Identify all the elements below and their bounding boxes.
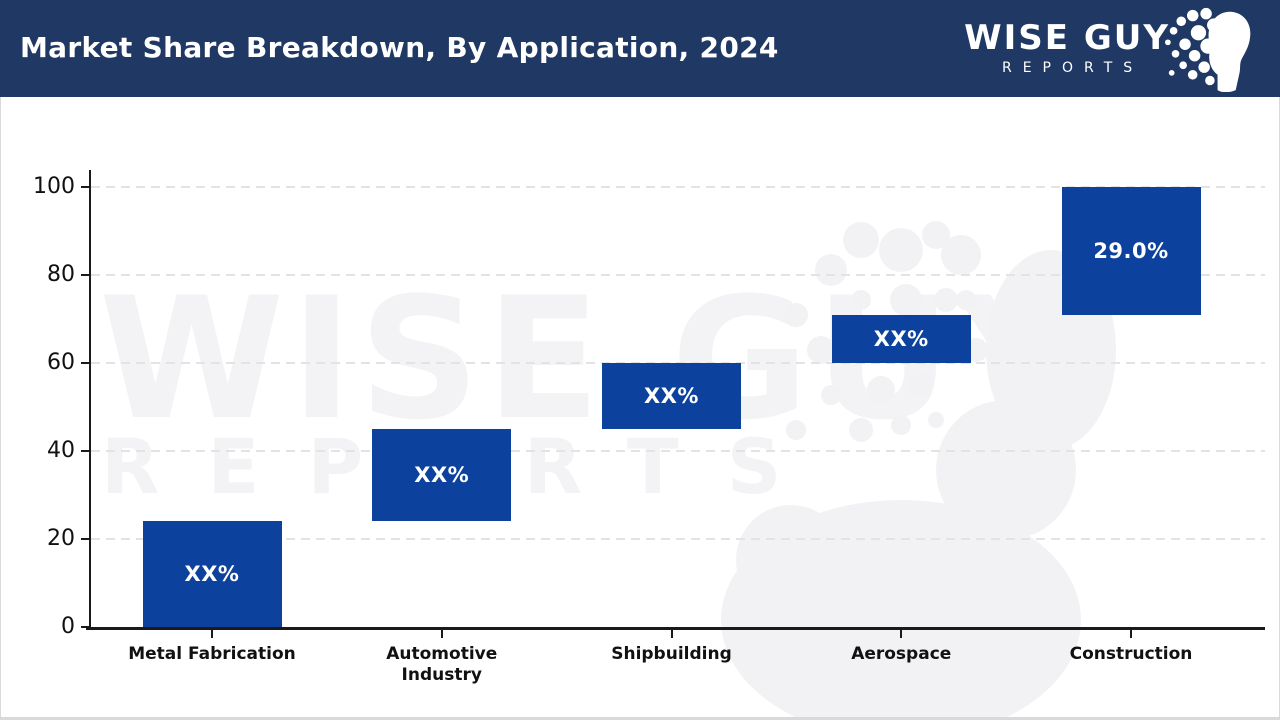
y-tick-100: [81, 186, 89, 188]
y-tick-label-20: 20: [47, 526, 75, 551]
x-category-label-5: Construction: [1069, 644, 1193, 664]
header-bar: Market Share Breakdown, By Application, …: [0, 0, 1280, 97]
x-category-label-1: Metal Fabrication: [128, 644, 296, 664]
x-category-label-2: Automotive Industry: [386, 644, 498, 686]
bar-construction: 29.0%: [1061, 187, 1201, 315]
y-tick-label-100: 100: [33, 174, 75, 199]
grid-line-20: [91, 538, 1265, 540]
x-category-label-3: Shipbuilding: [611, 644, 732, 664]
y-tick-0: [81, 626, 89, 628]
y-tick-label-0: 0: [61, 614, 75, 639]
x-axis-line: [86, 627, 1265, 630]
bar-shipbuilding: XX%: [602, 363, 741, 429]
x-tick-2: [440, 630, 443, 638]
bar-automotive-industry: XX%: [372, 429, 512, 522]
y-axis-line: [89, 170, 91, 629]
y-tick-20: [81, 538, 89, 540]
bar-value-label: XX%: [184, 562, 240, 587]
chart-title: Market Share Breakdown, By Application, …: [20, 31, 779, 65]
grid-line-40: [91, 450, 1265, 452]
wise-guy-logo: WISE GUY REPORTS: [964, 6, 1256, 92]
x-tick-4: [900, 630, 903, 638]
bar-metal-fabrication: XX%: [142, 521, 282, 627]
wise-guy-head-icon: [1165, 7, 1251, 92]
logo-subtitle: REPORTS: [1001, 60, 1144, 76]
wise-guy-logo-text: WISE GUY REPORTS: [964, 21, 1170, 76]
grid-line-100: [91, 186, 1265, 188]
grid-line-80: [91, 274, 1265, 276]
x-category-label-4: Aerospace: [851, 644, 952, 664]
bar-value-label: XX%: [873, 326, 929, 351]
y-tick-60: [81, 362, 89, 364]
y-tick-label-40: 40: [47, 438, 75, 463]
plot-area: 0 20 40 60 80 100 XX% Metal Fabrication XX% Autom…: [1, 97, 1279, 717]
y-tick-80: [81, 274, 89, 276]
y-tick-40: [81, 450, 89, 452]
y-tick-label-80: 80: [47, 262, 75, 287]
x-tick-1: [211, 630, 213, 638]
x-tick-5: [1130, 630, 1132, 638]
bar-aerospace: XX%: [831, 314, 971, 363]
logo-wordmark: WISE GUY: [964, 18, 1170, 58]
bar-value-label: XX%: [414, 463, 470, 488]
y-tick-label-60: 60: [47, 350, 75, 375]
bar-value-label: 29.0%: [1093, 238, 1169, 263]
bar-value-label: XX%: [644, 384, 699, 408]
x-tick-3: [670, 630, 673, 638]
